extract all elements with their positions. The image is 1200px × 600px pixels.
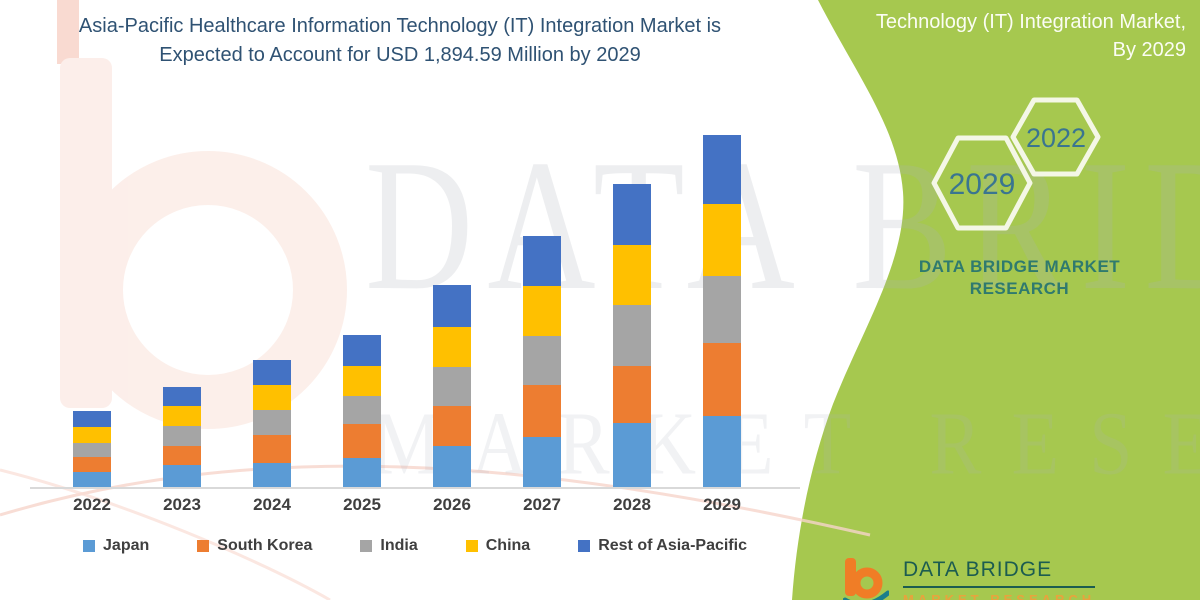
legend-label: Rest of Asia-Pacific xyxy=(598,537,747,554)
legend-label: Japan xyxy=(103,537,150,554)
bar-segment-rest-of-asia-pacific xyxy=(613,184,651,246)
bar-segment-india xyxy=(613,305,651,367)
bar-2027 xyxy=(523,236,561,487)
bar-segment-rest-of-asia-pacific xyxy=(703,134,741,204)
bar-segment-rest-of-asia-pacific xyxy=(253,359,291,385)
legend-swatch-icon xyxy=(578,540,591,552)
side-panel-heading-line1: Technology (IT) Integration Market, xyxy=(875,11,1186,33)
legend-item-japan: Japan xyxy=(83,537,149,555)
brand-text: DATA BRIDGE MARKET RESEARCH xyxy=(918,257,1121,299)
bar-segment-china xyxy=(613,245,651,306)
hexagon-2022-label: 2022 xyxy=(1026,123,1086,153)
bar-segment-india xyxy=(253,409,291,435)
bar-2029 xyxy=(703,134,741,487)
legend-swatch-icon xyxy=(197,540,210,552)
x-axis-label-2022: 2022 xyxy=(73,495,111,514)
bar-segment-japan xyxy=(343,458,381,487)
x-axis-label-2023: 2023 xyxy=(163,495,201,514)
data-bridge-logo-icon xyxy=(843,558,889,600)
bar-2024 xyxy=(253,359,291,487)
footer-brand-name: DATA BRIDGE xyxy=(903,556,1096,588)
side-panel-heading: Technology (IT) Integration Market, By 2… xyxy=(816,8,1186,64)
bar-2028 xyxy=(613,184,651,487)
bar-segment-south-korea xyxy=(523,385,561,437)
bar-segment-india xyxy=(433,367,471,407)
x-axis-label-2028: 2028 xyxy=(613,495,651,514)
x-axis-label-2029: 2029 xyxy=(703,495,741,514)
hexagon-2029-icon xyxy=(931,135,1033,231)
bar-segment-china xyxy=(433,327,471,368)
bar-segment-china xyxy=(253,384,291,410)
bar-segment-japan xyxy=(703,416,741,487)
bar-segment-india xyxy=(163,426,201,447)
legend-item-rest-of-asia-pacific: Rest of Asia-Pacific xyxy=(578,537,747,555)
bar-segment-india xyxy=(703,275,741,343)
bar-segment-south-korea xyxy=(253,434,291,463)
x-axis-label-2024: 2024 xyxy=(253,495,291,514)
green-side-panel-shape xyxy=(792,0,1200,600)
bar-segment-rest-of-asia-pacific xyxy=(163,386,201,406)
bar-2022 xyxy=(73,411,111,487)
pink-logo-watermark xyxy=(57,0,347,429)
bar-segment-india xyxy=(523,336,561,385)
legend-swatch-icon xyxy=(83,540,96,552)
legend-label: India xyxy=(380,537,418,554)
bar-segment-south-korea xyxy=(343,424,381,458)
bar-segment-china xyxy=(523,286,561,336)
x-axis-labels: 2022 2023 2024 2025 2026 2027 2028 2029 xyxy=(30,495,800,519)
legend-item-china: China xyxy=(465,537,531,555)
bar-2023 xyxy=(163,386,201,487)
bar-area xyxy=(30,120,800,489)
legend-item-south-korea: South Korea xyxy=(197,537,312,555)
legend-swatch-icon xyxy=(465,540,478,552)
chart-legend: Japan South Korea India China Rest of Asia-P… xyxy=(30,537,800,555)
bar-segment-china xyxy=(73,427,111,444)
side-panel-heading-line2: By 2029 xyxy=(1112,39,1186,61)
bar-segment-south-korea xyxy=(703,343,741,416)
x-axis-label-2027: 2027 xyxy=(523,495,561,514)
legend-label: China xyxy=(485,537,531,554)
bar-segment-japan xyxy=(253,463,291,487)
data-bridge-logo-text: DATA BRIDGE MARKET RESEARCH xyxy=(903,556,1096,600)
bar-segment-india xyxy=(343,395,381,424)
pink-curve-decoration xyxy=(0,468,331,600)
page-title: Asia-Pacific Healthcare Information Tech… xyxy=(78,15,722,66)
bar-segment-rest-of-asia-pacific xyxy=(343,335,381,367)
bar-segment-rest-of-asia-pacific xyxy=(73,411,111,428)
x-axis-label-2025: 2025 xyxy=(343,495,381,514)
bar-segment-japan xyxy=(433,445,471,487)
bar-segment-rest-of-asia-pacific xyxy=(433,285,471,328)
legend-label: South Korea xyxy=(217,537,313,554)
bar-segment-china xyxy=(163,405,201,427)
bar-segment-china xyxy=(343,366,381,396)
x-axis-label-2026: 2026 xyxy=(433,495,471,514)
bar-segment-rest-of-asia-pacific xyxy=(523,236,561,286)
legend-swatch-icon xyxy=(360,540,373,552)
bar-segment-south-korea xyxy=(613,366,651,424)
bar-2025 xyxy=(343,335,381,487)
hexagon-2029-label: 2029 xyxy=(949,168,1016,201)
hexagon-2022-icon xyxy=(1010,97,1101,177)
bar-segment-japan xyxy=(523,437,561,487)
bar-segment-japan xyxy=(163,465,201,487)
bar-segment-india xyxy=(73,443,111,457)
bar-segment-south-korea xyxy=(163,446,201,466)
bar-segment-china xyxy=(703,203,741,276)
bar-segment-japan xyxy=(73,472,111,487)
bar-2026 xyxy=(433,285,471,487)
bar-segment-japan xyxy=(613,423,651,487)
legend-item-india: India xyxy=(360,537,418,555)
footer-brand-subtitle: MARKET RESEARCH xyxy=(903,592,1096,600)
bar-segment-south-korea xyxy=(433,406,471,446)
bar-segment-south-korea xyxy=(73,457,111,472)
data-bridge-logo: DATA BRIDGE MARKET RESEARCH xyxy=(843,556,1096,600)
